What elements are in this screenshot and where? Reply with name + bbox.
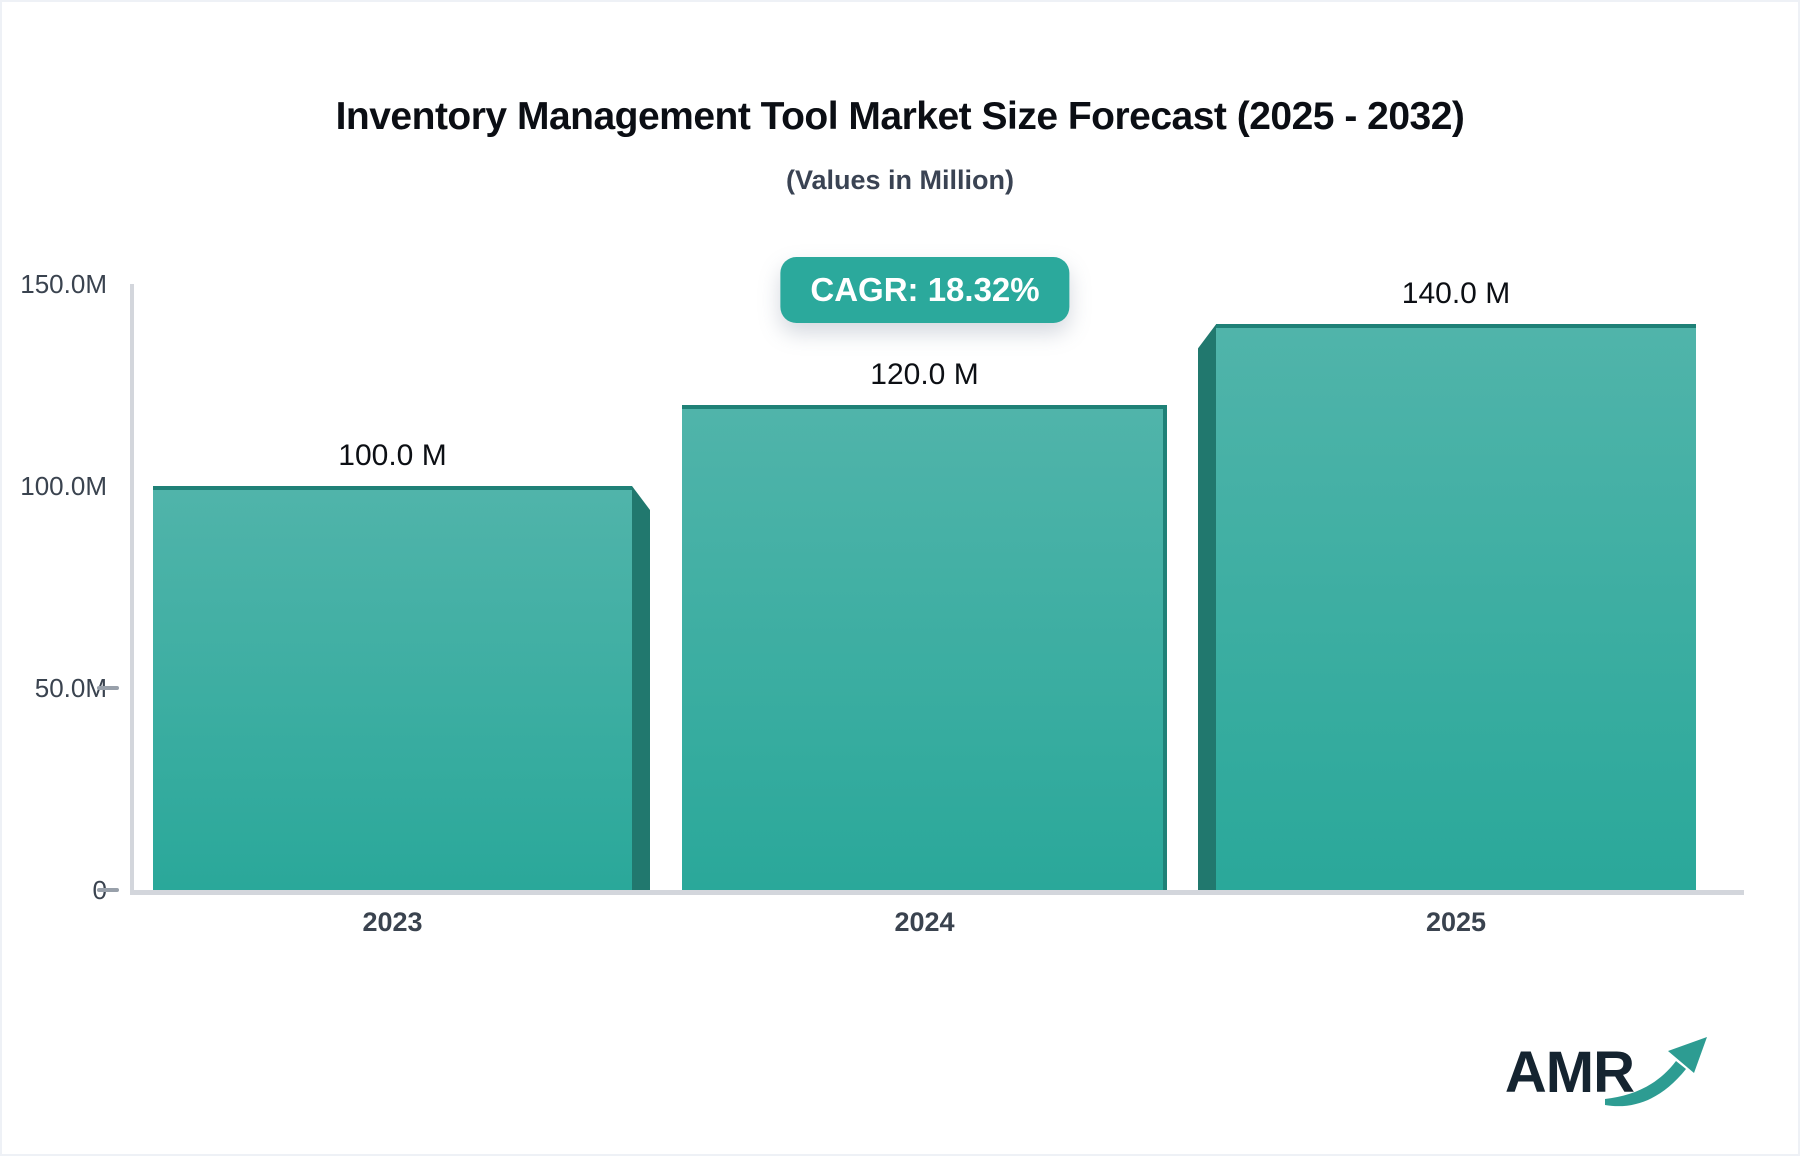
bar-value-label: 100.0 M [338, 439, 447, 472]
bar-3d-side [632, 486, 650, 890]
y-axis-line [130, 284, 134, 895]
bar-3d-side [1198, 324, 1216, 890]
arrow-swoosh [1605, 1061, 1686, 1107]
x-axis-tick-label: 2025 [1425, 907, 1487, 937]
bar-value-label: 120.0 M [870, 358, 979, 392]
bar-value-label: 140.0 M [1401, 277, 1511, 311]
bar-2024 [682, 405, 1167, 890]
cagr-label: CAGR: 18.32% [810, 271, 1040, 308]
arrow-head [1668, 1037, 1707, 1073]
x-axis-line [130, 890, 1744, 895]
y-axis-tick-label: 50.0M [34, 673, 107, 703]
bar-2025 [1216, 324, 1696, 890]
y-axis-tick-mark [97, 686, 119, 690]
y-axis-tick-label: 0 [2, 875, 107, 905]
amr-logo-text: AMR [1504, 1040, 1635, 1105]
y-axis-tick-label: 100.0M [20, 471, 107, 501]
chart-title: Inventory Management Tool Market Size Fo… [335, 95, 1465, 138]
chart-subtitle: (Values in Million) [785, 165, 1015, 195]
cagr-badge: CAGR: 18.32% [780, 257, 1070, 323]
growth-arrow-icon [1605, 1037, 1707, 1107]
y-axis-tick-mark [97, 888, 119, 892]
x-axis-tick-label: 2023 [362, 907, 423, 937]
bar-2023 [153, 486, 632, 890]
y-axis-tick-label: 150.0M [20, 269, 107, 299]
amr-logo: AMR [1504, 1034, 1710, 1107]
x-axis-tick-label: 2024 [894, 907, 955, 937]
